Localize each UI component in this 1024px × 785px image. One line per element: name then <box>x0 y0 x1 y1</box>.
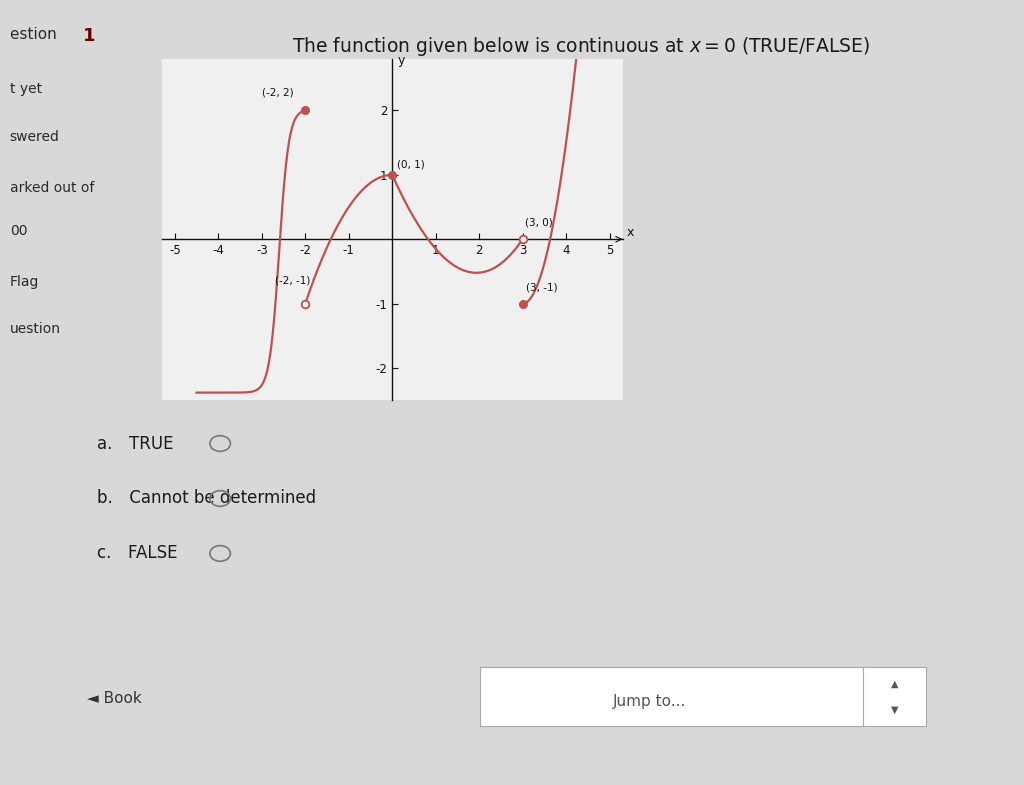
Text: The function given below is continuous at $x = 0$ (TRUE/FALSE): The function given below is continuous a… <box>292 35 870 58</box>
Text: arked out of: arked out of <box>9 181 94 195</box>
Text: swered: swered <box>9 130 59 144</box>
Text: y: y <box>397 54 404 67</box>
Text: t yet: t yet <box>9 82 42 97</box>
Text: (-2, -1): (-2, -1) <box>274 276 310 286</box>
Text: ▲: ▲ <box>891 679 898 688</box>
Text: x: x <box>627 226 634 239</box>
Text: Jump to...: Jump to... <box>612 694 686 709</box>
Text: Flag: Flag <box>9 275 39 289</box>
Text: b. Cannot be determined: b. Cannot be determined <box>97 490 316 507</box>
Text: (0, 1): (0, 1) <box>396 159 424 170</box>
Text: estion: estion <box>9 27 61 42</box>
Text: uestion: uestion <box>9 322 60 336</box>
Text: (3, -1): (3, -1) <box>526 282 558 292</box>
Text: (-2, 2): (-2, 2) <box>262 88 294 97</box>
Text: ◄ Book: ◄ Book <box>87 691 141 706</box>
Text: 00: 00 <box>9 224 28 238</box>
Text: (3, 0): (3, 0) <box>524 217 553 228</box>
Text: ▼: ▼ <box>891 705 898 714</box>
Text: c. FALSE: c. FALSE <box>97 545 178 562</box>
Text: a. TRUE: a. TRUE <box>97 435 174 452</box>
Text: 1: 1 <box>83 27 95 46</box>
